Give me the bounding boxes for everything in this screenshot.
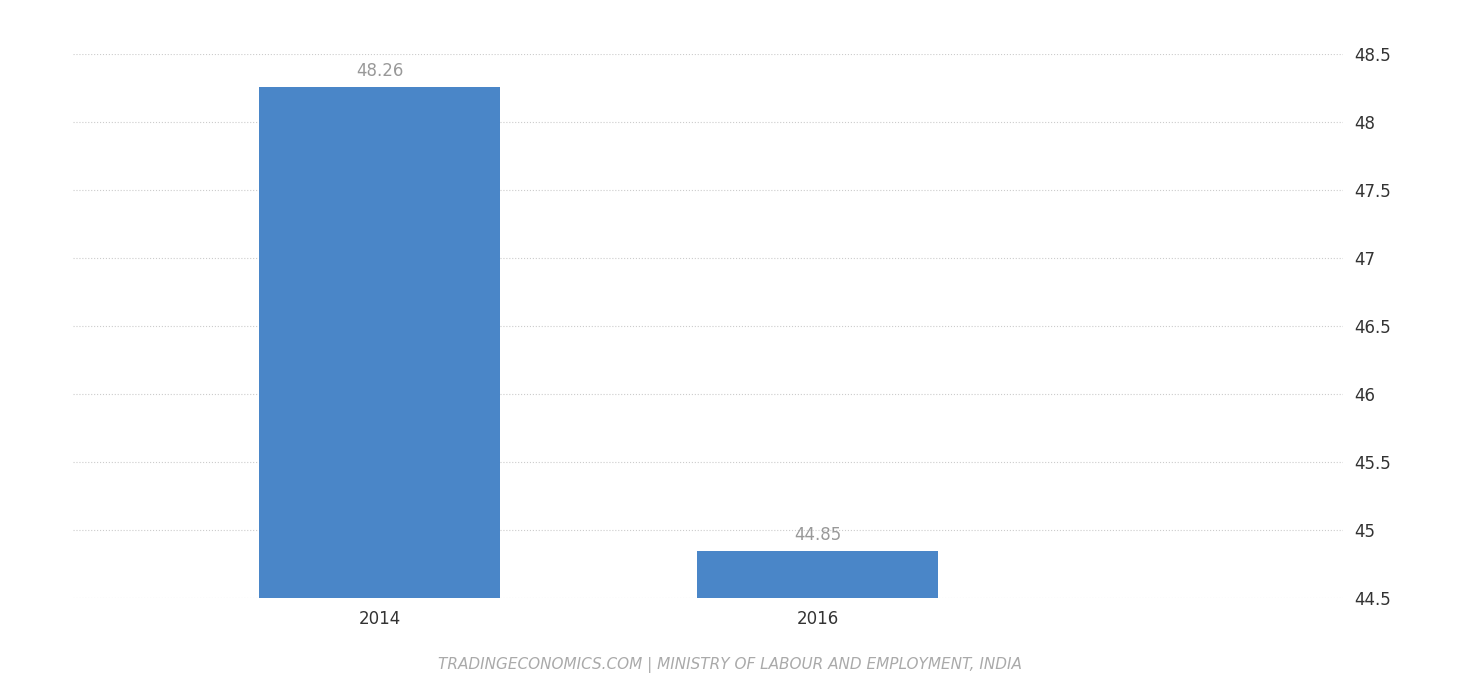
Bar: [260, 87, 499, 598]
Bar: [698, 551, 939, 598]
Text: TRADINGECONOMICS.COM | MINISTRY OF LABOUR AND EMPLOYMENT, INDIA: TRADINGECONOMICS.COM | MINISTRY OF LABOU…: [438, 657, 1022, 673]
Text: 48.26: 48.26: [356, 63, 403, 80]
Text: 44.85: 44.85: [794, 526, 841, 544]
